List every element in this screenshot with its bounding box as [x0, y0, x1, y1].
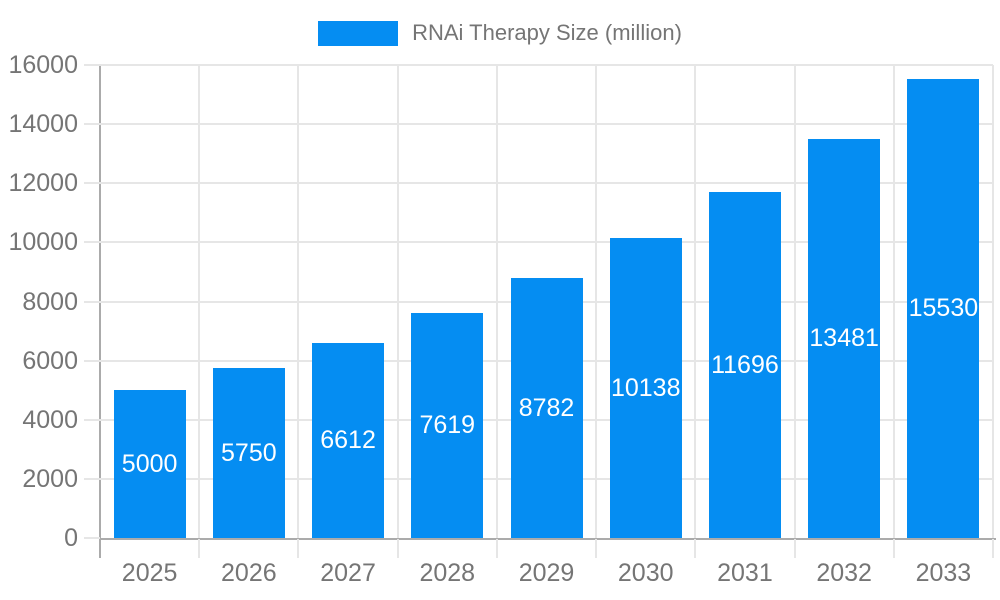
bar-value-label: 15530	[908, 293, 979, 322]
bar-value-label: 5000	[121, 449, 178, 478]
x-axis-tick	[992, 539, 994, 558]
x-axis-line	[100, 538, 996, 540]
gridline-vertical	[297, 65, 300, 538]
gridline-vertical	[793, 65, 796, 538]
bar-value-label: 13481	[809, 324, 879, 353]
gridline-vertical	[198, 65, 201, 538]
y-axis-tick	[84, 241, 100, 244]
y-axis-tick	[84, 64, 100, 66]
y-axis-tick	[84, 418, 100, 421]
gridline-horizontal	[100, 241, 993, 244]
plot-area: 5000 5750 6612 7619 8782 10138 11696 13481 15530	[100, 64, 994, 538]
bar[interactable]: 6612	[312, 342, 385, 538]
y-axis-label: 2000	[22, 464, 78, 493]
x-axis-label: 2028	[419, 559, 476, 587]
bar-value-label: 10138	[610, 373, 681, 402]
bar[interactable]: 5000	[113, 390, 186, 538]
legend-swatch	[318, 20, 399, 46]
y-axis-label: 0	[64, 524, 78, 552]
bar[interactable]: 10138	[609, 238, 682, 538]
y-axis-label: 4000	[22, 405, 78, 434]
y-axis-label: 10000	[8, 228, 78, 257]
y-axis-tick	[84, 477, 100, 480]
legend-label: RNAi Therapy Size (million)	[412, 20, 682, 45]
x-axis-label: 2031	[717, 559, 773, 587]
gridline-vertical	[694, 65, 697, 538]
bar-value-label: 5750	[221, 438, 277, 467]
x-axis-tick	[198, 539, 201, 558]
bar-value-label: 6612	[320, 425, 376, 454]
gridline-vertical	[595, 65, 598, 538]
bar[interactable]: 15530	[907, 78, 980, 538]
y-axis-label: 8000	[22, 287, 78, 316]
bar[interactable]: 8782	[510, 278, 583, 538]
y-axis-tick	[84, 182, 100, 185]
x-axis-tick	[495, 539, 498, 558]
gridline-vertical	[892, 65, 895, 538]
gridline-horizontal	[100, 64, 993, 66]
y-axis-label: 6000	[22, 346, 78, 375]
x-axis-label: 2030	[617, 559, 674, 587]
x-axis-label: 2029	[518, 559, 575, 587]
x-axis-label: 2033	[915, 559, 972, 587]
y-axis-tick	[84, 300, 100, 303]
legend[interactable]: RNAi Therapy Size (million)	[0, 19, 1000, 47]
bar[interactable]: 5750	[212, 368, 285, 538]
y-axis-tick	[84, 537, 100, 539]
y-axis-label: 16000	[8, 51, 78, 79]
gridline-horizontal	[100, 182, 993, 185]
bar-value-label: 8782	[518, 393, 575, 422]
x-axis-tick	[892, 539, 895, 558]
x-axis-tick	[297, 539, 300, 558]
bar[interactable]: 11696	[708, 192, 781, 538]
y-axis-tick	[84, 123, 100, 126]
y-axis-label: 14000	[8, 110, 78, 139]
bar[interactable]: 13481	[808, 139, 881, 538]
y-axis-line	[99, 65, 101, 558]
x-axis-tick	[793, 539, 796, 558]
x-axis-tick	[396, 539, 399, 558]
x-axis-label: 2026	[221, 559, 277, 587]
x-axis-label: 2025	[121, 559, 178, 587]
x-axis-tick	[595, 539, 598, 558]
bar-value-label: 7619	[419, 410, 476, 439]
gridline-vertical	[396, 65, 399, 538]
bar-value-label: 11696	[711, 350, 779, 379]
x-axis-tick	[694, 539, 697, 558]
bar[interactable]: 7619	[411, 312, 484, 538]
gridline-vertical	[495, 65, 498, 538]
x-axis-label: 2032	[816, 559, 872, 587]
y-axis-tick	[84, 359, 100, 362]
y-axis-label: 12000	[8, 169, 78, 198]
gridline-vertical	[992, 65, 994, 538]
gridline-horizontal	[100, 123, 993, 126]
x-axis-label: 2027	[320, 559, 376, 587]
